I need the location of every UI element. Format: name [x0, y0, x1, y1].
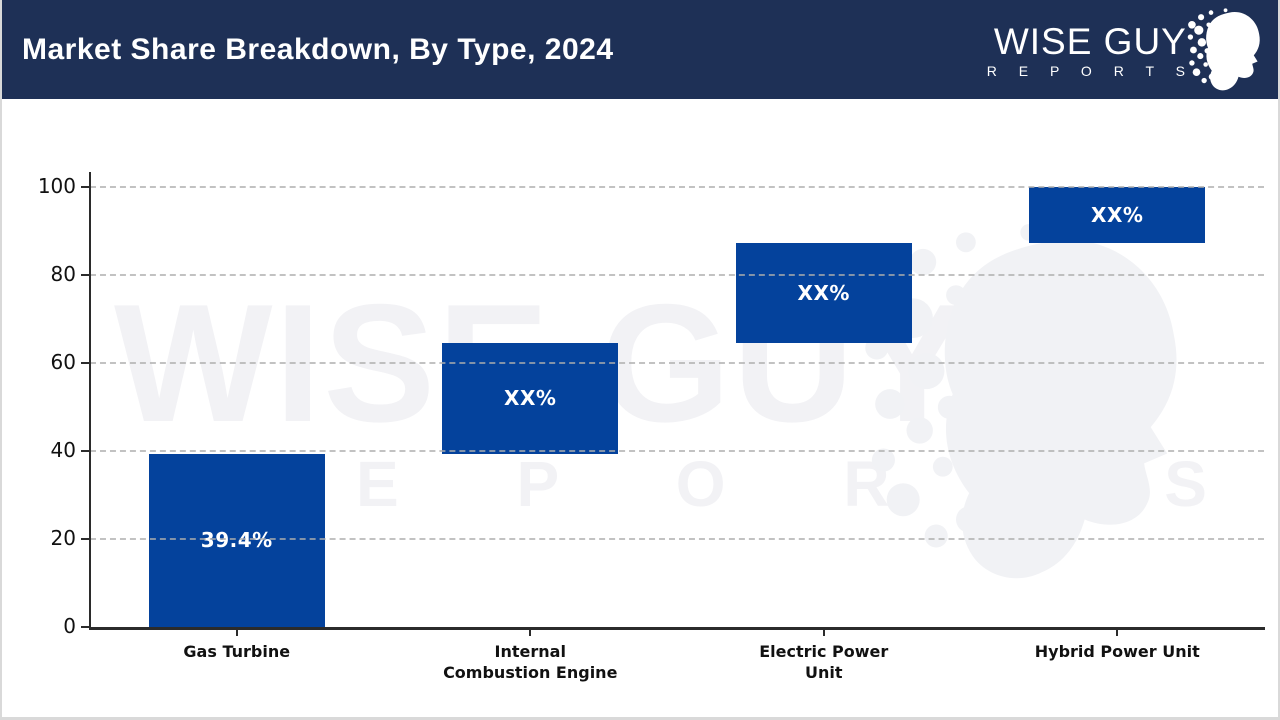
y-tick-label-100: 100: [37, 174, 76, 198]
bar-value-label: XX%: [797, 281, 850, 306]
gridline-60: [90, 362, 1264, 364]
y-tick-40: [81, 450, 90, 452]
x-tick: [529, 629, 532, 636]
category-label-line: Internal: [494, 642, 566, 661]
y-tick-label-60: 60: [50, 350, 76, 374]
y-tick-label-0: 0: [63, 614, 76, 638]
bar-value-label: XX%: [504, 386, 557, 411]
gridline-100: [90, 186, 1264, 188]
y-tick-80: [81, 274, 90, 276]
gridline-20: [90, 538, 1264, 540]
category-label-line: Unit: [804, 663, 843, 682]
gridline-80: [90, 274, 1264, 276]
category-label-line: Gas Turbine: [183, 642, 291, 661]
logo-subtitle: R E P O R T S: [986, 62, 1194, 79]
category-label: Internal Combustion Engine: [380, 641, 680, 683]
category-label-line: Hybrid Power Unit: [1034, 642, 1200, 661]
y-tick-20: [81, 538, 90, 540]
x-tick: [1116, 629, 1119, 636]
y-tick-60: [81, 362, 90, 364]
bar-value-label: XX%: [1091, 202, 1144, 227]
bar-segment: XX%: [735, 242, 912, 344]
category-label-line: Combustion Engine: [443, 663, 618, 682]
bar-segment: XX%: [1029, 187, 1206, 243]
logo-wordmark: WISE GUY: [993, 20, 1187, 62]
y-tick-label-40: 40: [50, 438, 76, 462]
y-axis-spine: [89, 172, 91, 629]
category-label: Gas Turbine: [87, 641, 387, 662]
y-tick-label-80: 80: [50, 262, 76, 286]
x-tick: [235, 629, 238, 636]
page-title: Market Share Breakdown, By Type, 2024: [22, 32, 614, 66]
category-label: Hybrid Power Unit: [967, 641, 1267, 662]
bar-value-label: 39.4%: [200, 528, 273, 553]
header-bar: Market Share Breakdown, By Type, 2024 WI…: [2, 0, 1278, 99]
y-tick-0: [81, 626, 90, 628]
wise-guy-logo: WISE GUY R E P O R T S: [987, 8, 1268, 92]
category-label: Electric Power Unit: [674, 641, 974, 683]
bar-segment: XX%: [442, 343, 619, 454]
logo-text: WISE GUY R E P O R T S: [986, 20, 1194, 79]
x-axis-spine: [89, 627, 1265, 630]
category-label-line: Electric Power: [759, 642, 889, 661]
x-tick: [822, 629, 825, 636]
y-tick-100: [81, 186, 90, 188]
gridline-40: [90, 450, 1264, 452]
bar-segment: 39.4%: [148, 453, 325, 627]
y-tick-label-20: 20: [50, 526, 76, 550]
